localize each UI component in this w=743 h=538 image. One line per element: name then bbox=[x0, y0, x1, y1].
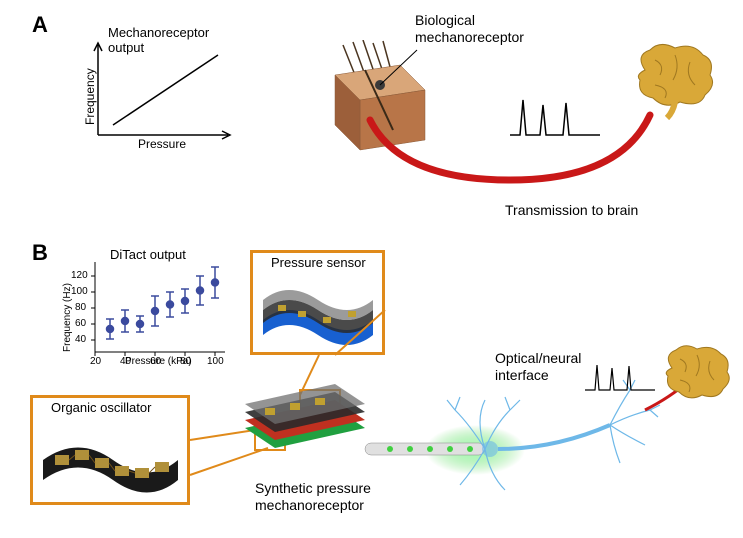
brain-b bbox=[655, 342, 735, 410]
optical-neural-label: Optical/neural interface bbox=[495, 350, 581, 384]
synthetic-stack bbox=[235, 378, 375, 468]
synthetic-receptor-label: Synthetic pressure mechanoreceptor bbox=[255, 480, 371, 514]
